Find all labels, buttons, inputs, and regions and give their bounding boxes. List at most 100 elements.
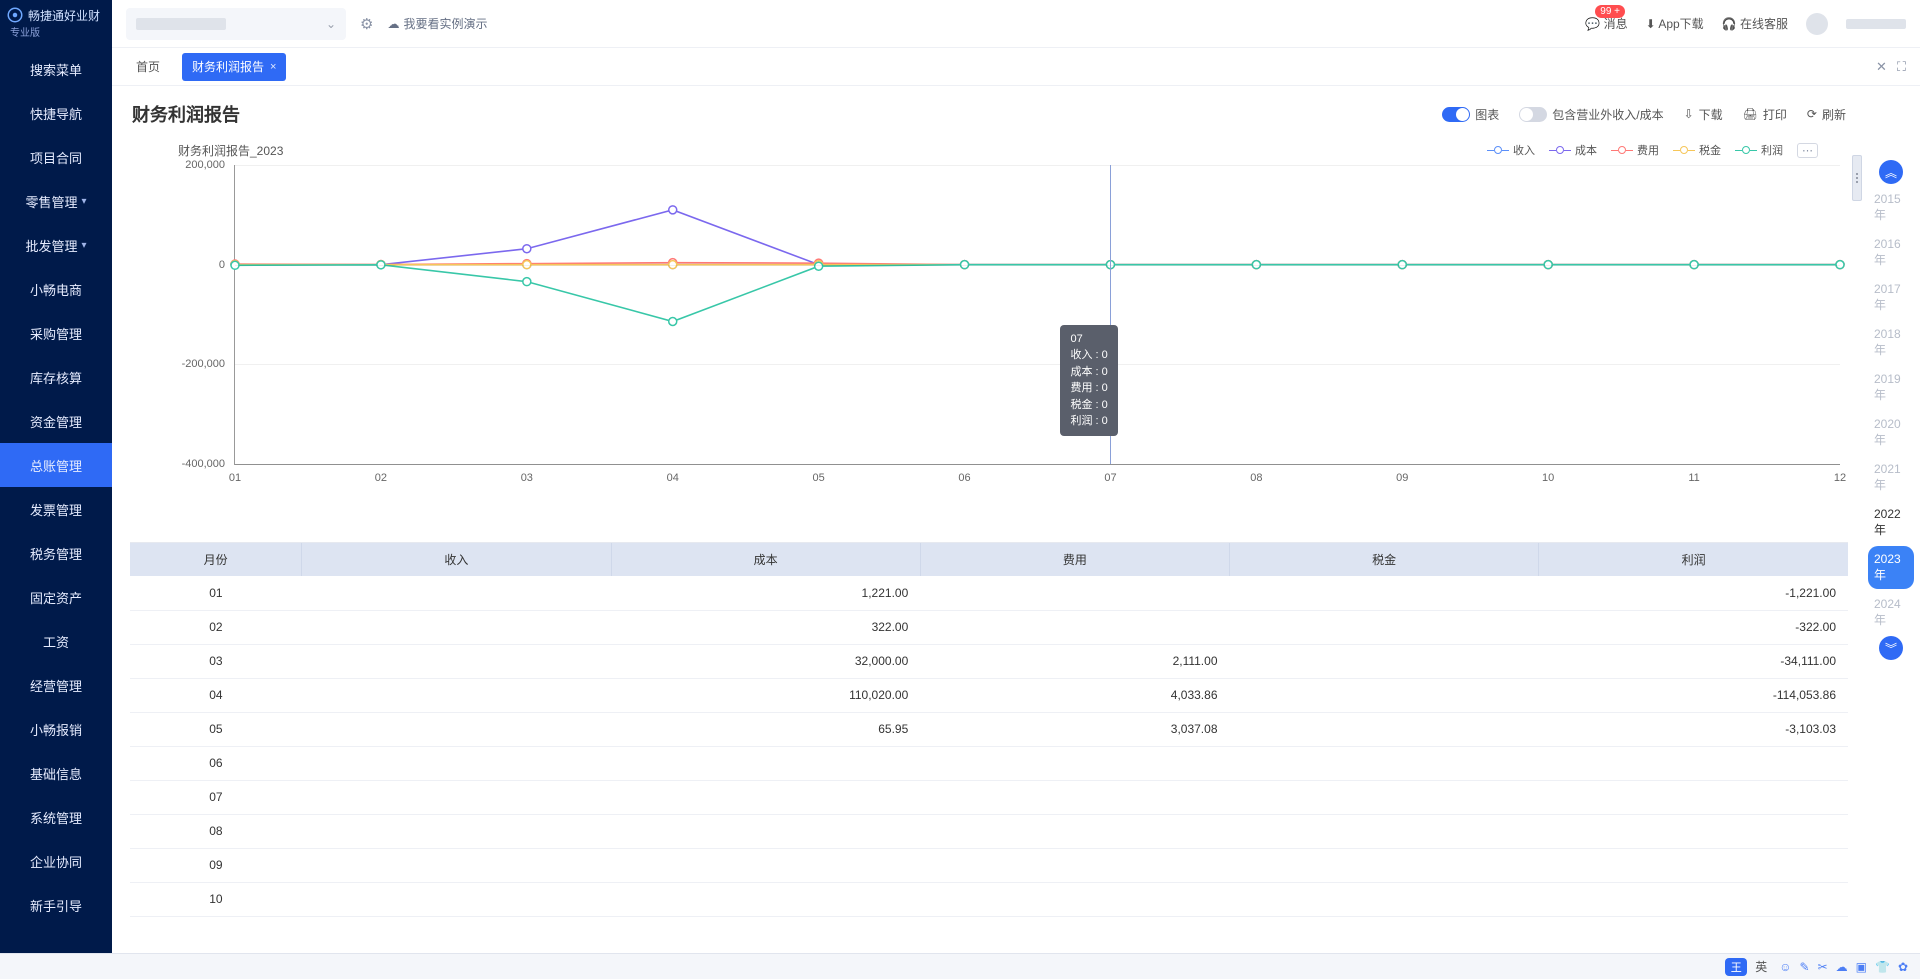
tab-label: 财务利润报告 [192, 58, 264, 75]
taskbar-icon[interactable]: 👕 [1875, 960, 1890, 974]
panel-drag-handle[interactable] [1852, 155, 1862, 201]
table-cell [611, 780, 920, 814]
avatar[interactable] [1806, 13, 1828, 35]
close-all-icon[interactable]: ✕ [1876, 59, 1887, 75]
chart-toggle-label: 图表 [1475, 106, 1499, 123]
sidebar-item[interactable]: 小畅报销 [0, 707, 112, 751]
year-item[interactable]: 2017年 [1868, 276, 1914, 319]
data-table: 月份收入成本费用税金利润011,221.00-1,221.0002322.00-… [130, 543, 1848, 917]
fullscreen-icon[interactable]: ⛶ [1897, 59, 1906, 75]
demo-link[interactable]: ☁ 我要看实例演示 [387, 15, 487, 32]
sidebar-item[interactable]: 经营管理 [0, 663, 112, 707]
year-item[interactable]: 2016年 [1868, 231, 1914, 274]
tab[interactable]: 财务利润报告 × [182, 53, 286, 81]
table-cell [1539, 848, 1848, 882]
sidebar-item[interactable]: 搜索菜单 [0, 47, 112, 91]
refresh-button[interactable]: ⟳ 刷新 [1807, 106, 1846, 123]
sidebar-item-label: 资金管理 [30, 412, 82, 431]
sidebar-item[interactable]: 税务管理 [0, 531, 112, 575]
legend-item[interactable]: 收入 [1487, 142, 1535, 158]
sidebar-item[interactable]: 小畅电商 [0, 267, 112, 311]
x-axis-tick: 06 [958, 464, 970, 484]
sidebar-item[interactable]: 项目合同 [0, 135, 112, 179]
tab[interactable]: 首页 [126, 53, 170, 81]
year-item[interactable]: 2022年 [1868, 501, 1914, 544]
refresh-icon: ⟳ [1807, 107, 1817, 121]
year-scroll-down[interactable]: ︾ [1879, 636, 1903, 660]
sidebar-item[interactable]: 总账管理 [0, 443, 112, 487]
sidebar-item[interactable]: 库存核算 [0, 355, 112, 399]
table-cell [1539, 882, 1848, 916]
table-row: 07 [130, 780, 1848, 814]
table-cell [302, 848, 611, 882]
year-item[interactable]: 2023年 [1868, 546, 1914, 589]
sidebar-item[interactable]: 工资 [0, 619, 112, 663]
table-cell [302, 678, 611, 712]
sidebar-item[interactable]: 采购管理 [0, 311, 112, 355]
sidebar-item[interactable]: 零售管理▾ [0, 179, 112, 223]
brand-icon [6, 6, 24, 24]
close-icon[interactable]: × [270, 61, 276, 73]
refresh-label: 刷新 [1822, 106, 1846, 123]
sidebar-item[interactable]: 企业协同 [0, 839, 112, 883]
x-axis-tick: 09 [1396, 464, 1408, 484]
table-header: 月份 [130, 543, 302, 576]
headset-icon: 🎧 [1722, 17, 1737, 31]
ime-lang[interactable]: 英 [1755, 958, 1767, 975]
table-cell: 322.00 [611, 610, 920, 644]
sidebar-item[interactable]: 系统管理 [0, 795, 112, 839]
taskbar-icon[interactable]: ✿ [1898, 960, 1908, 974]
taskbar-icon[interactable]: ☁ [1836, 960, 1848, 974]
sidebar-item[interactable]: 发票管理 [0, 487, 112, 531]
x-axis-tick: 08 [1250, 464, 1262, 484]
legend-item[interactable]: 利润 [1735, 142, 1783, 158]
messages-button[interactable]: 💬 消息 99 + [1585, 15, 1627, 32]
table-cell: -1,221.00 [1539, 576, 1848, 610]
tooltip-row: 利润 : 0 [1070, 413, 1107, 430]
sidebar: 畅捷通好业财 专业版 搜索菜单快捷导航项目合同零售管理▾批发管理▾小畅电商采购管… [0, 0, 112, 979]
year-item[interactable]: 2021年 [1868, 456, 1914, 499]
sidebar-item-label: 税务管理 [30, 544, 82, 563]
year-item[interactable]: 2015年 [1868, 186, 1914, 229]
legend-more-icon[interactable]: ⋯ [1797, 143, 1818, 158]
sidebar-item[interactable]: 固定资产 [0, 575, 112, 619]
taskbar-icon[interactable]: ✎ [1800, 960, 1810, 974]
legend-item[interactable]: 税金 [1673, 142, 1721, 158]
taskbar-icon[interactable]: ▣ [1856, 960, 1867, 974]
year-scroll-up[interactable]: ︽ [1879, 160, 1903, 184]
gridline [235, 265, 1840, 266]
table-cell [920, 610, 1229, 644]
year-item[interactable]: 2024年 [1868, 591, 1914, 634]
include-toggle[interactable]: 包含营业外收入/成本 [1519, 106, 1663, 123]
year-item[interactable]: 2019年 [1868, 366, 1914, 409]
topbar: ⌄ ⚙ ☁ 我要看实例演示 💬 消息 99 + ⬇ App下载 🎧 在线客服 [112, 0, 1920, 48]
table-cell: 07 [130, 780, 302, 814]
y-axis-tick: -200,000 [182, 358, 235, 370]
year-item[interactable]: 2018年 [1868, 321, 1914, 364]
app-download-button[interactable]: ⬇ App下载 [1646, 15, 1704, 32]
legend-item[interactable]: 费用 [1611, 142, 1659, 158]
print-button[interactable]: 🖨打印 [1743, 106, 1787, 123]
sidebar-item[interactable]: 资金管理 [0, 399, 112, 443]
table-cell: 110,020.00 [611, 678, 920, 712]
sidebar-item[interactable]: 批发管理▾ [0, 223, 112, 267]
org-selector[interactable]: ⌄ [126, 8, 346, 40]
ime-badge[interactable]: 王 [1725, 958, 1747, 976]
gear-icon[interactable]: ⚙ [360, 15, 373, 33]
y-axis-tick: 0 [219, 259, 235, 271]
support-button[interactable]: 🎧 在线客服 [1722, 15, 1788, 32]
sidebar-item[interactable]: 新手引导 [0, 883, 112, 927]
sidebar-item[interactable]: 快捷导航 [0, 91, 112, 135]
taskbar-icon[interactable]: ✂ [1818, 960, 1828, 974]
sidebar-item[interactable]: 基础信息 [0, 751, 112, 795]
table-cell: 06 [130, 746, 302, 780]
year-item[interactable]: 2020年 [1868, 411, 1914, 454]
table-cell: 65.95 [611, 712, 920, 746]
legend-label: 税金 [1699, 142, 1721, 158]
download-button[interactable]: ⇩下载 [1684, 106, 1723, 123]
sidebar-item-label: 项目合同 [30, 148, 82, 167]
table-cell [1230, 814, 1539, 848]
legend-item[interactable]: 成本 [1549, 142, 1597, 158]
chart-toggle[interactable]: 图表 [1442, 106, 1499, 123]
taskbar-icon[interactable]: ☺ [1779, 960, 1791, 974]
